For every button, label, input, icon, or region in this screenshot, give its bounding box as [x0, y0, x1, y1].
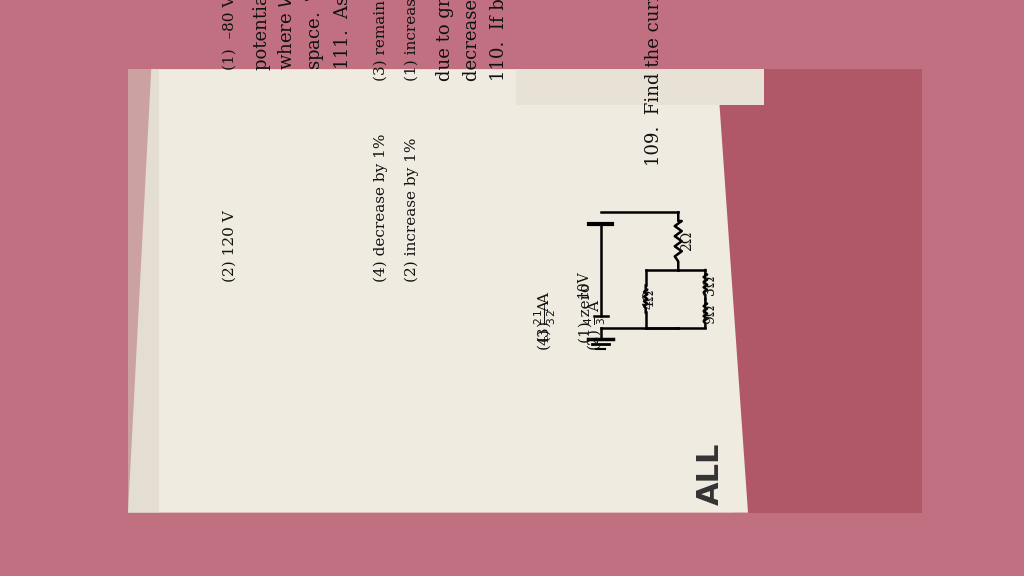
Text: (3) $\frac{1}{2}$ A: (3) $\frac{1}{2}$ A	[532, 290, 558, 343]
Text: (2) 120 V: (2) 120 V	[222, 210, 237, 282]
Polygon shape	[515, 69, 764, 104]
Text: (1) zero: (1) zero	[579, 283, 593, 343]
Text: (1)  –80 V: (1) –80 V	[222, 0, 237, 70]
Text: 4Ω: 4Ω	[643, 289, 656, 309]
Text: 109.  Find the current in 3Ω resistance in the circuit: 109. Find the current in 3Ω resistance i…	[645, 0, 663, 166]
Text: ALL: ALL	[695, 443, 725, 505]
Text: 3Ω: 3Ω	[702, 275, 717, 295]
Polygon shape	[128, 69, 748, 513]
Text: decrease by 1%, the value of the acceleration: decrease by 1%, the value of the acceler…	[463, 0, 480, 81]
Text: (2) increase by 1%: (2) increase by 1%	[404, 137, 419, 282]
Text: 2Ω: 2Ω	[680, 231, 694, 251]
Text: potential at x = 2 m is :-: potential at x = 2 m is :-	[253, 0, 271, 70]
Text: (2) $\frac{4}{3}$ A: (2) $\frac{4}{3}$ A	[583, 298, 608, 351]
Text: space.  Then the potential difference $V_A - V_O$: space. Then the potential difference $V_…	[304, 0, 326, 70]
Text: (3) remain unchanged: (3) remain unchanged	[373, 0, 388, 81]
Text: 10V: 10V	[577, 270, 591, 298]
Text: (4) decrease by 1%: (4) decrease by 1%	[373, 133, 388, 282]
Text: due to gravity will :-: due to gravity will :-	[435, 0, 454, 81]
Text: where $V_O$ is the potential at the origin and $V_A$ the: where $V_O$ is the potential at the orig…	[276, 0, 299, 70]
Text: 110.  If both the mass and the radius of the earth: 110. If both the mass and the radius of …	[489, 0, 508, 81]
Text: (1) increase  by 2%: (1) increase by 2%	[404, 0, 419, 81]
Polygon shape	[128, 69, 159, 513]
Polygon shape	[686, 69, 922, 513]
Text: 9Ω: 9Ω	[702, 304, 717, 324]
Text: (4) $\frac{2}{3}$ A: (4) $\frac{2}{3}$ A	[532, 298, 558, 351]
Text: 111.  Assume that an electric field $\vec{E}=30x^{2}\hat{i}$ exists in: 111. Assume that an electric field $\vec…	[328, 0, 352, 70]
